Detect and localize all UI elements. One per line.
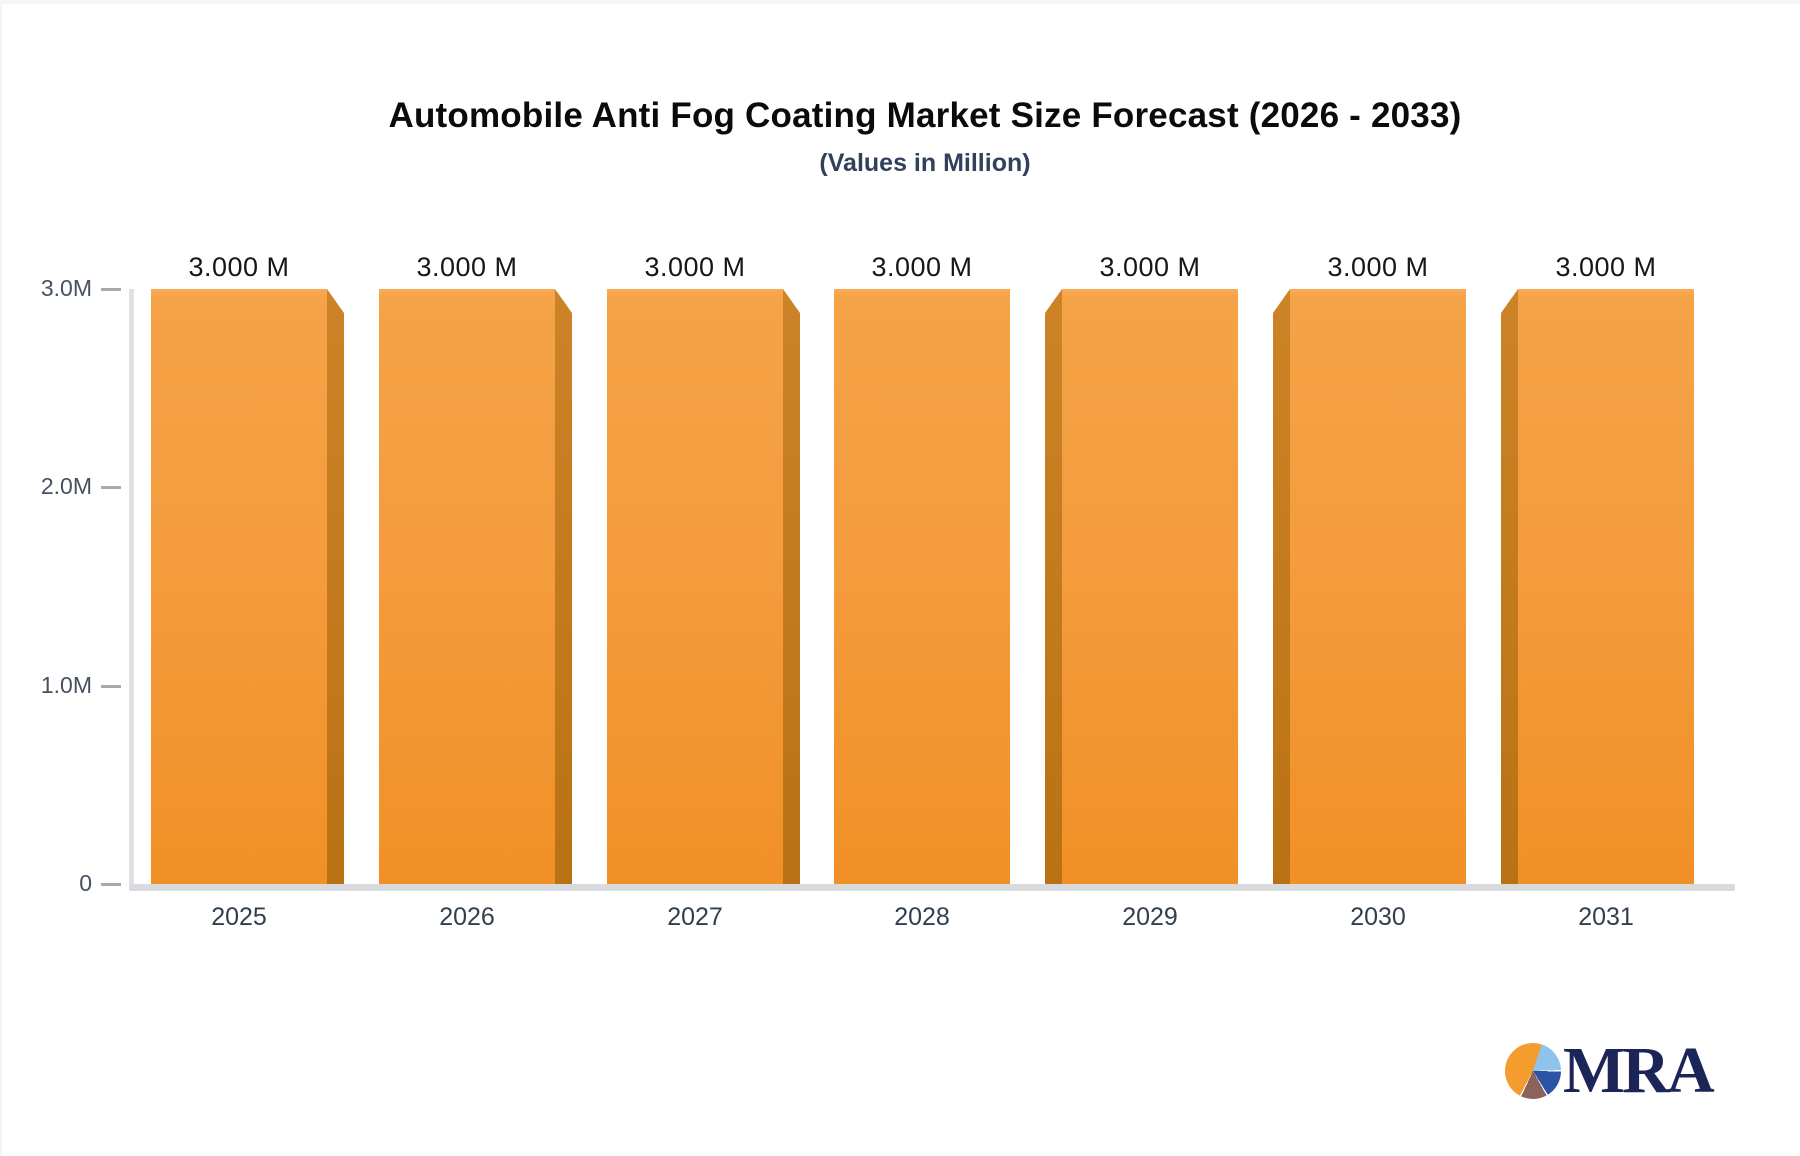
logo-text: MRA (1563, 1034, 1715, 1107)
y-tick-label: 2.0M (40, 473, 92, 499)
chart-title: Automobile Anti Fog Coating Market Size … (388, 96, 1462, 135)
y-tick-mark (101, 288, 121, 291)
x-axis-label-2029: 2029 (1122, 903, 1178, 931)
bar-2027[interactable] (607, 289, 783, 884)
x-axis-label-2028: 2028 (894, 903, 950, 931)
y-axis-line (129, 289, 134, 884)
canvas-top-border (0, 0, 1800, 4)
mra-logo: MRA (1505, 1034, 1715, 1107)
bar-2025-side-face (327, 289, 344, 884)
x-axis-label-2030: 2030 (1350, 903, 1406, 931)
bar-value-label-2029: 3.000 M (1099, 252, 1201, 282)
x-axis-label-2025: 2025 (211, 903, 267, 931)
bar-value-label-2026: 3.000 M (416, 252, 518, 282)
bar-2028[interactable] (834, 289, 1010, 884)
y-tick-mark (101, 883, 121, 886)
bar-2031-side-face (1501, 289, 1518, 884)
bar-2029-side-face (1045, 289, 1062, 884)
x-axis-label-2027: 2027 (667, 903, 723, 931)
bar-value-label-2028: 3.000 M (871, 252, 973, 282)
bar-2031[interactable] (1518, 289, 1694, 884)
bar-value-label-2027: 3.000 M (644, 252, 746, 282)
bar-value-label-2031: 3.000 M (1555, 252, 1657, 282)
chart-subtitle: (Values in Million) (819, 149, 1031, 177)
bar-2030[interactable] (1290, 289, 1466, 884)
y-tick-label: 0 (79, 870, 92, 896)
bar-value-label-2030: 3.000 M (1327, 252, 1429, 282)
bar-2026-side-face (555, 289, 572, 884)
bar-value-label-2025: 3.000 M (188, 252, 290, 282)
y-tick-label: 1.0M (40, 672, 92, 698)
y-tick-label: 3.0M (40, 275, 92, 301)
bar-2029[interactable] (1062, 289, 1238, 884)
y-tick-mark (101, 486, 121, 489)
bar-2025[interactable] (151, 289, 327, 884)
pie-chart-logo-icon (1505, 1043, 1561, 1099)
canvas-left-border (0, 0, 2, 1156)
bar-2027-side-face (783, 289, 800, 884)
x-axis-label-2026: 2026 (439, 903, 495, 931)
bar-2030-side-face (1273, 289, 1290, 884)
bar-2026[interactable] (379, 289, 555, 884)
x-axis-label-2031: 2031 (1578, 903, 1634, 931)
x-axis-baseline (129, 884, 1735, 891)
y-tick-mark (101, 685, 121, 688)
